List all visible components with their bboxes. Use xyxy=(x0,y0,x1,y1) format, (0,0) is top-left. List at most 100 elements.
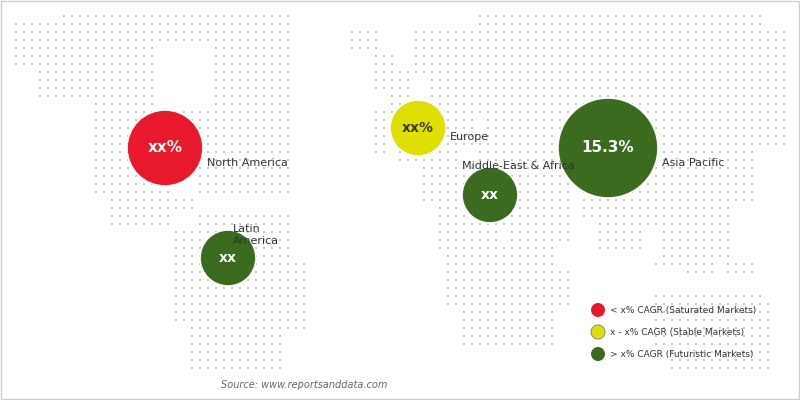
Point xyxy=(562,61,574,67)
Point xyxy=(722,293,734,299)
Point xyxy=(498,101,510,107)
Point xyxy=(474,45,486,51)
Point xyxy=(530,301,542,307)
Point xyxy=(778,77,790,83)
Point xyxy=(146,29,158,35)
Point xyxy=(138,29,150,35)
Point xyxy=(754,61,766,67)
Point xyxy=(738,61,750,67)
Point xyxy=(554,45,566,51)
Point xyxy=(130,173,142,179)
Point xyxy=(602,45,614,51)
Point xyxy=(562,37,574,43)
Point xyxy=(218,333,230,339)
Point xyxy=(634,125,646,131)
Point xyxy=(770,29,782,35)
Point xyxy=(546,165,558,171)
Point xyxy=(642,61,654,67)
Point xyxy=(690,21,702,27)
Point xyxy=(250,245,262,251)
Point xyxy=(754,37,766,43)
Point xyxy=(746,357,758,363)
Point xyxy=(226,157,238,163)
Point xyxy=(250,365,262,371)
Point xyxy=(410,37,422,43)
Point xyxy=(226,37,238,43)
Point xyxy=(202,357,214,363)
Point xyxy=(226,69,238,75)
Point xyxy=(674,261,686,267)
Point xyxy=(562,141,574,147)
Point xyxy=(658,93,670,99)
Point xyxy=(74,13,86,19)
Point xyxy=(450,261,462,267)
Point xyxy=(234,149,246,155)
Point xyxy=(578,53,590,59)
Point xyxy=(106,61,118,67)
Point xyxy=(122,101,134,107)
Point xyxy=(282,285,294,291)
Point xyxy=(738,109,750,115)
Point xyxy=(162,181,174,187)
Point xyxy=(114,93,126,99)
Point xyxy=(714,141,726,147)
Point xyxy=(266,325,278,331)
Point xyxy=(282,53,294,59)
Point xyxy=(618,205,630,211)
Point xyxy=(538,309,550,315)
Point xyxy=(530,197,542,203)
Point xyxy=(698,133,710,139)
Point xyxy=(258,365,270,371)
Point xyxy=(186,245,198,251)
Point xyxy=(370,53,382,59)
Point xyxy=(578,213,590,219)
Point xyxy=(554,213,566,219)
Point xyxy=(370,141,382,147)
Point xyxy=(554,197,566,203)
Point xyxy=(186,229,198,235)
Point xyxy=(474,333,486,339)
Point xyxy=(106,125,118,131)
Point xyxy=(170,117,182,123)
Point xyxy=(634,77,646,83)
Point xyxy=(282,157,294,163)
Point xyxy=(250,261,262,267)
Point xyxy=(250,141,262,147)
Point xyxy=(482,165,494,171)
Point xyxy=(642,117,654,123)
Point xyxy=(10,45,22,51)
Point xyxy=(690,45,702,51)
Point xyxy=(666,77,678,83)
Point xyxy=(218,61,230,67)
Point xyxy=(738,357,750,363)
Point xyxy=(586,125,598,131)
Point xyxy=(570,133,582,139)
Point xyxy=(746,45,758,51)
Point xyxy=(226,45,238,51)
Point xyxy=(754,101,766,107)
Point xyxy=(218,85,230,91)
Point xyxy=(554,29,566,35)
Point xyxy=(114,213,126,219)
Point xyxy=(746,293,758,299)
Point xyxy=(474,29,486,35)
Point xyxy=(218,117,230,123)
Point xyxy=(194,221,206,227)
Point xyxy=(538,45,550,51)
Point xyxy=(618,77,630,83)
Point xyxy=(274,237,286,243)
Point xyxy=(186,133,198,139)
Point xyxy=(554,117,566,123)
Point xyxy=(226,309,238,315)
Point xyxy=(186,109,198,115)
Point xyxy=(706,189,718,195)
Point xyxy=(722,181,734,187)
Point xyxy=(122,109,134,115)
Point xyxy=(18,45,30,51)
Point xyxy=(554,53,566,59)
Point xyxy=(658,245,670,251)
Point xyxy=(266,269,278,275)
Point xyxy=(282,149,294,155)
Point xyxy=(514,93,526,99)
Point xyxy=(754,325,766,331)
